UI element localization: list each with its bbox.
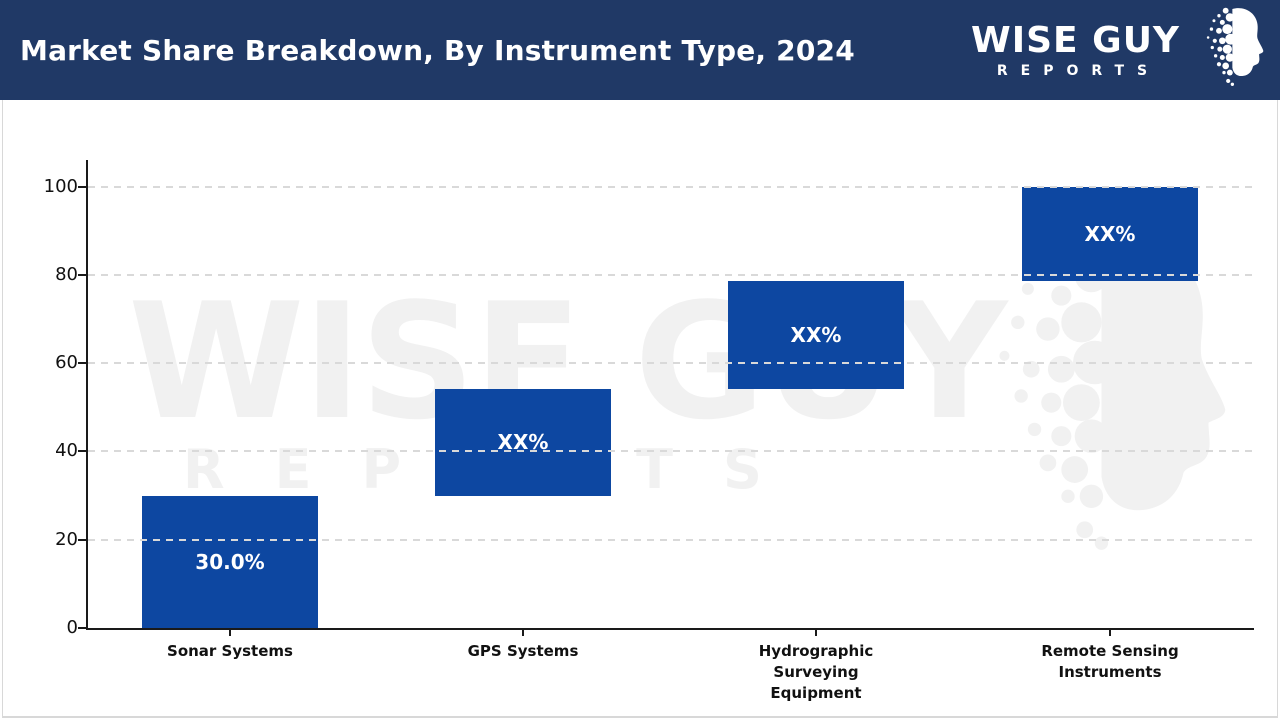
brand-logo: WISE GUY REPORTS <box>971 0 1272 100</box>
y-axis-tick <box>78 538 86 541</box>
bar-gps-systems <box>435 388 611 496</box>
page-title: Market Share Breakdown, By Instrument Ty… <box>20 33 855 67</box>
y-axis-tick-label: 100 <box>43 175 78 197</box>
bar-value-label: XX% <box>1084 221 1136 246</box>
y-axis-tick <box>78 273 86 276</box>
y-axis-tick <box>78 362 86 365</box>
bar-value-label: 30.0% <box>195 549 265 574</box>
y-axis-tick-label: 40 <box>55 440 78 462</box>
x-axis-tick <box>1109 628 1111 636</box>
gridline <box>88 362 1254 365</box>
brand-logo-text: WISE GUY REPORTS <box>970 19 1180 79</box>
gridline <box>88 185 1254 188</box>
y-axis-line <box>86 160 88 630</box>
y-axis-tick <box>78 627 86 629</box>
y-axis-tick-label: 0 <box>66 617 78 638</box>
x-axis-line <box>86 628 1254 630</box>
brand-name: WISE GUY <box>970 19 1180 61</box>
bar-remote-sensing-instruments <box>1022 186 1198 282</box>
bar-hydrographic-surveying-equipment <box>728 281 904 389</box>
x-axis-category-label: Sonar Systems <box>167 642 293 660</box>
x-axis-category-label: Hydrographic Surveying Equipment <box>758 642 874 702</box>
y-axis-tick-label: 80 <box>55 263 78 285</box>
y-axis-tick-label: 20 <box>55 528 78 550</box>
gridline <box>88 538 1254 541</box>
x-axis-tick <box>522 628 524 636</box>
gridline <box>88 450 1254 453</box>
wise-guy-head-icon <box>1206 7 1264 86</box>
brand-subtitle: REPORTS <box>996 62 1161 79</box>
y-axis-tick <box>78 450 86 453</box>
header-bar: Market Share Breakdown, By Instrument Ty… <box>0 0 1280 100</box>
bar-value-label: XX% <box>497 430 549 455</box>
gridline <box>88 273 1254 276</box>
x-axis-tick <box>815 628 817 636</box>
bar-sonar-systems <box>142 495 318 628</box>
bar-value-label: XX% <box>790 323 842 348</box>
y-axis-tick <box>78 185 86 188</box>
x-axis-category-label: Remote Sensing Instruments <box>1041 642 1179 681</box>
x-axis-tick <box>229 628 231 636</box>
x-axis-category-label: GPS Systems <box>467 642 579 660</box>
y-axis-tick-label: 60 <box>55 352 78 374</box>
